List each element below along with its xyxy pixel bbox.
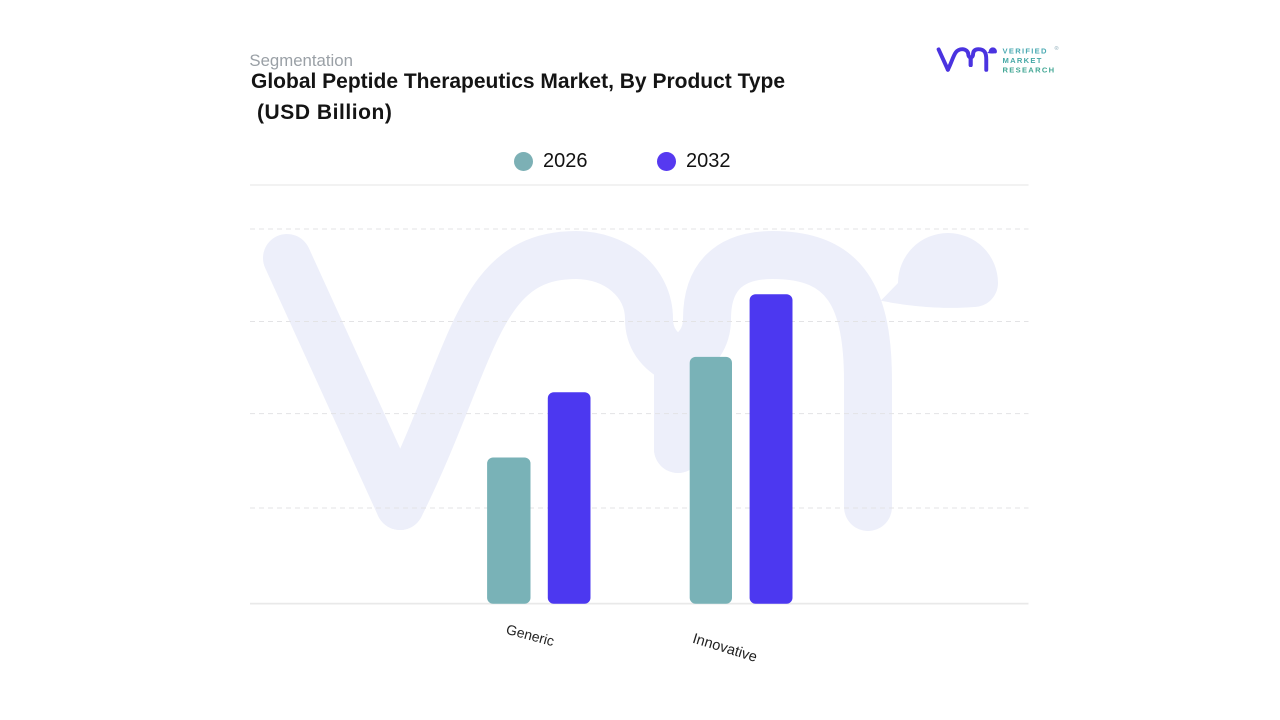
svg-text:RESEARCH: RESEARCH xyxy=(1003,66,1056,75)
svg-text:Innovative: Innovative xyxy=(691,631,759,666)
svg-text:MARKET: MARKET xyxy=(1003,56,1043,65)
svg-text:Generic: Generic xyxy=(505,621,557,649)
svg-text:®: ® xyxy=(1055,45,1059,52)
svg-text:VERIFIED: VERIFIED xyxy=(1003,46,1048,55)
